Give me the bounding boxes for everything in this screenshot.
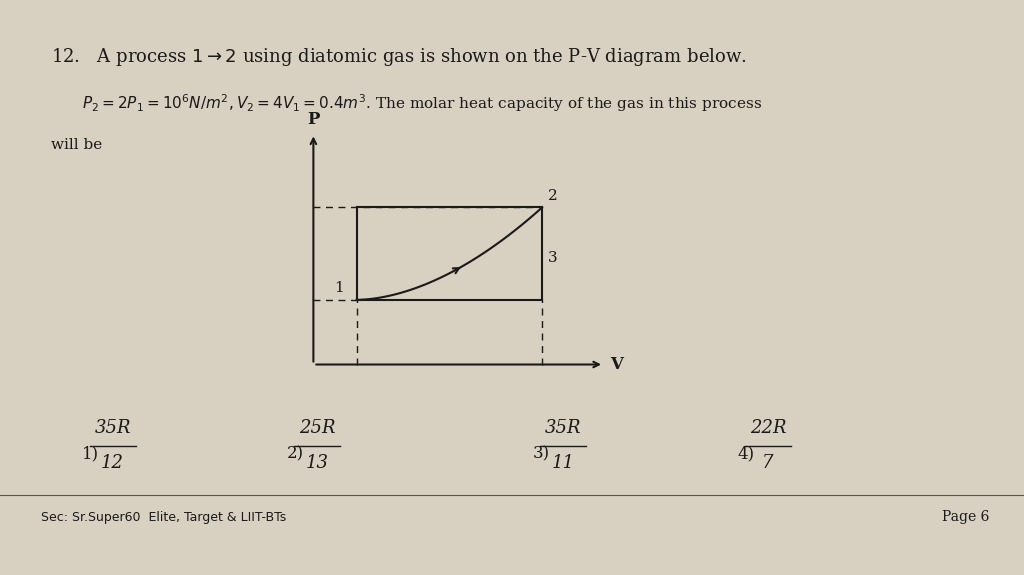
Text: 1): 1) — [82, 446, 99, 463]
Text: 25R: 25R — [299, 419, 336, 438]
Text: 1: 1 — [335, 281, 344, 295]
Text: 35R: 35R — [94, 419, 131, 438]
Text: 4): 4) — [737, 446, 755, 463]
Text: Sec: Sr.Super60  Elite, Target & LIIT-BTs: Sec: Sr.Super60 Elite, Target & LIIT-BTs — [41, 511, 287, 524]
Text: 12: 12 — [101, 454, 124, 472]
Text: Page 6: Page 6 — [942, 511, 989, 524]
Text: 22R: 22R — [750, 419, 786, 438]
Text: P: P — [307, 111, 319, 128]
Text: 2: 2 — [548, 189, 558, 203]
Text: will be: will be — [51, 138, 102, 152]
Text: 2): 2) — [287, 446, 304, 463]
Text: 35R: 35R — [545, 419, 582, 438]
Text: 3: 3 — [548, 251, 558, 265]
Text: V: V — [610, 356, 623, 373]
Text: $P_2 = 2P_1 = 10^6 N/m^2, V_2 = 4V_1 = 0.4m^3$. The molar heat capacity of the g: $P_2 = 2P_1 = 10^6 N/m^2, V_2 = 4V_1 = 0… — [82, 92, 762, 114]
Text: 7: 7 — [762, 454, 774, 472]
Text: 12.   A process $1 \rightarrow 2$ using diatomic gas is shown on the P-V diagram: 12. A process $1 \rightarrow 2$ using di… — [51, 46, 746, 68]
Text: 13: 13 — [306, 454, 329, 472]
Text: 11: 11 — [552, 454, 574, 472]
Text: 3): 3) — [532, 446, 550, 463]
